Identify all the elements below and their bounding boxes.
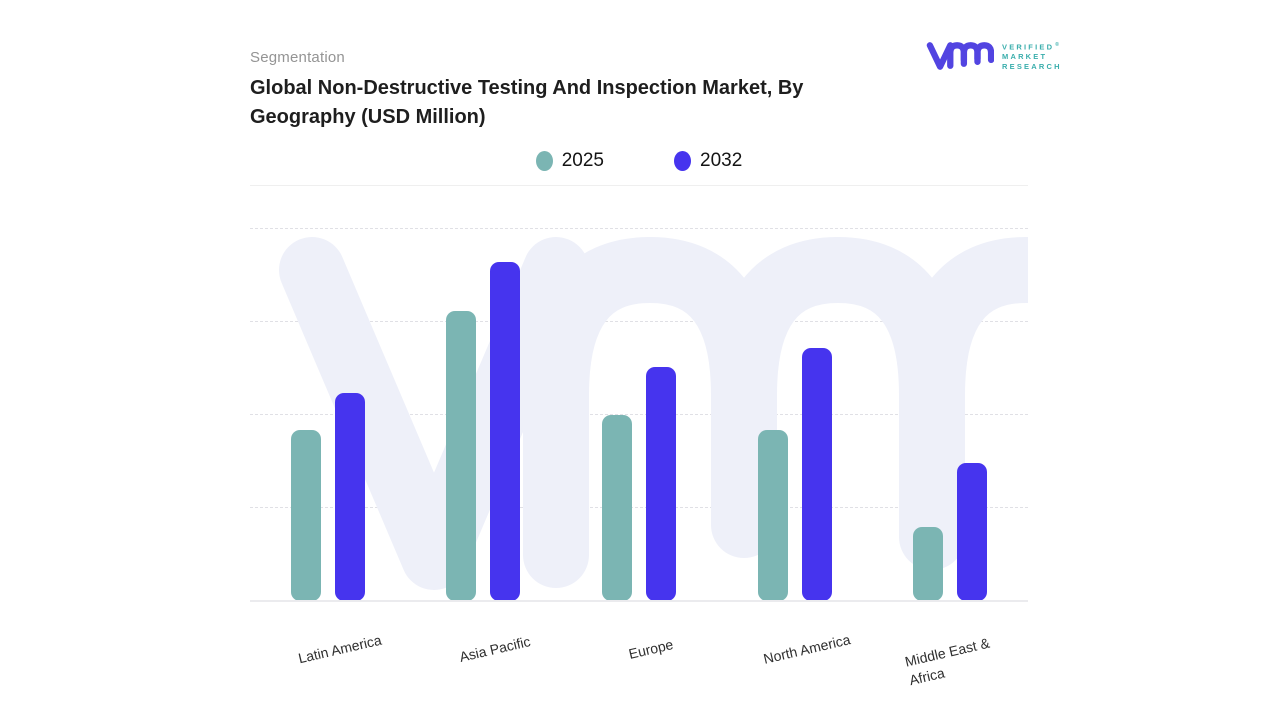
bar-2032-europe bbox=[646, 367, 676, 601]
x-axis-label: Latin America bbox=[296, 631, 384, 667]
chart-legend: 2025 2032 bbox=[250, 149, 1028, 173]
header-separator bbox=[250, 185, 1028, 186]
brand-logo: VERIFIED® MARKET RESEARCH bbox=[926, 36, 1062, 76]
gridline bbox=[250, 507, 1028, 508]
bar-2025-middle-east-africa bbox=[913, 527, 943, 601]
gridline bbox=[250, 321, 1028, 322]
gridline bbox=[250, 414, 1028, 415]
registered-trademark: ® bbox=[1055, 41, 1059, 48]
legend-label-2025: 2025 bbox=[561, 150, 604, 171]
legend-item-2032: 2032 bbox=[674, 150, 742, 172]
bar-2025-asia-pacific bbox=[446, 311, 476, 601]
gridline bbox=[250, 228, 1028, 229]
vmr-logo-icon bbox=[926, 42, 994, 70]
legend-swatch-2032-icon bbox=[674, 151, 691, 171]
brand-word-research: RESEARCH bbox=[1002, 61, 1062, 71]
brand-wordmark: VERIFIED® MARKET RESEARCH bbox=[1002, 41, 1062, 71]
x-axis-label: Asia Pacific bbox=[457, 633, 532, 665]
x-axis-label: Europe bbox=[627, 636, 675, 662]
bar-2025-europe bbox=[602, 415, 632, 601]
brand-word-verified: VERIFIED bbox=[1002, 42, 1055, 52]
chart-title: Global Non-Destructive Testing And Inspe… bbox=[250, 77, 804, 128]
brand-word-market: MARKET bbox=[1002, 51, 1048, 61]
legend-item-2025: 2025 bbox=[535, 150, 604, 172]
x-axis-line bbox=[250, 600, 1028, 602]
x-axis-label: Middle East & Africa bbox=[903, 634, 992, 689]
bar-2025-latin-america bbox=[291, 430, 321, 601]
bar-2032-latin-america bbox=[335, 393, 365, 601]
eyebrow-label: Segmentation bbox=[250, 49, 345, 66]
bar-2032-middle-east-africa bbox=[957, 463, 987, 601]
bar-2032-north-america bbox=[802, 348, 832, 601]
bar-2025-north-america bbox=[758, 430, 788, 601]
plot-area bbox=[250, 225, 1028, 602]
legend-swatch-2025-icon bbox=[535, 151, 553, 171]
bar-2032-asia-pacific bbox=[490, 262, 520, 601]
legend-label-2032: 2032 bbox=[700, 150, 743, 171]
x-axis-label: North America bbox=[761, 631, 852, 667]
